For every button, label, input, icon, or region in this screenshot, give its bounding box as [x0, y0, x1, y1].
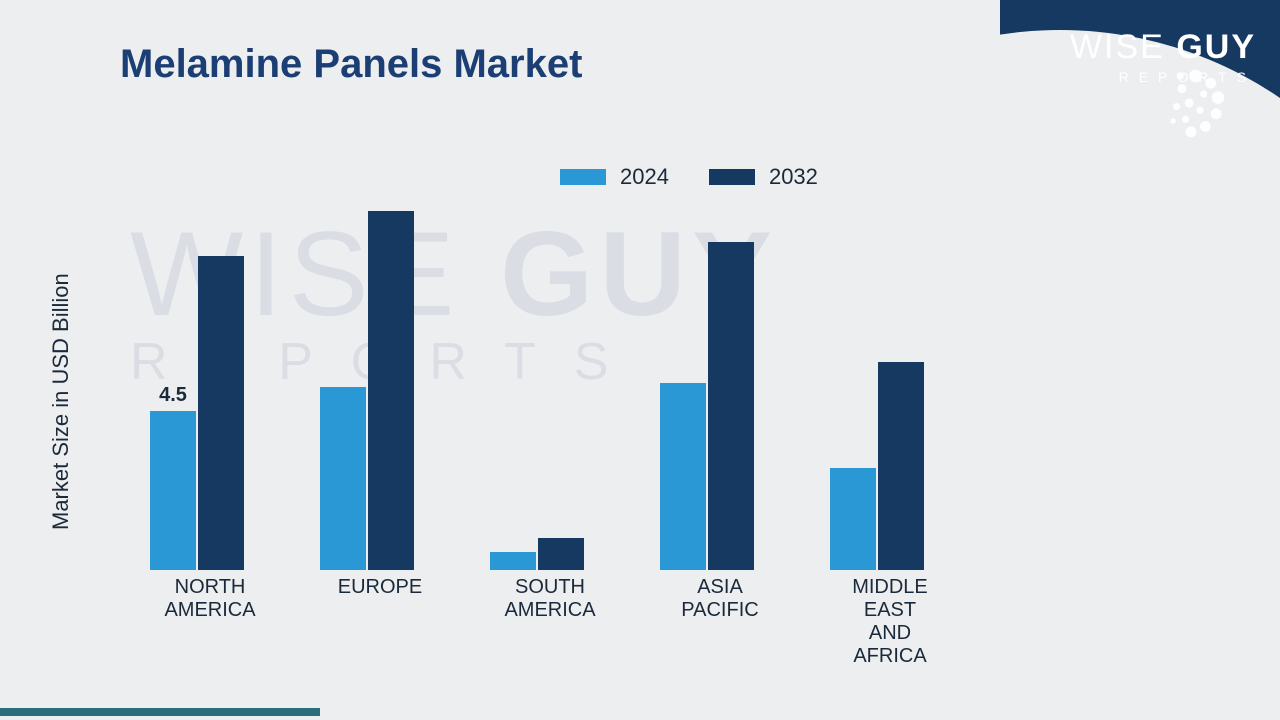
category-label: SOUTHAMERICA: [470, 570, 630, 622]
category-label: MIDDLEEASTANDAFRICA: [810, 570, 970, 668]
y-axis-label: Market Size in USD Billion: [48, 273, 74, 530]
bar-2032: [538, 538, 584, 570]
legend-label-2024: 2024: [620, 164, 669, 190]
footer-bar: [0, 708, 320, 716]
category-label: NORTHAMERICA: [130, 570, 290, 622]
chart-title: Melamine Panels Market: [120, 42, 582, 87]
bar-2024: [830, 468, 876, 570]
head-dots-icon: [1146, 58, 1236, 148]
legend-item-2024: 2024: [560, 164, 669, 190]
bar-2032: [198, 256, 244, 570]
legend-swatch-2032: [709, 169, 755, 185]
bar-2024: [660, 383, 706, 570]
bar-2032: [878, 362, 924, 570]
bar-2024: [490, 552, 536, 570]
legend: 2024 2032: [560, 164, 818, 190]
category-label: EUROPE: [300, 570, 460, 599]
page-root: WISE GUY REPORTS Melamine Panels Market …: [0, 0, 1280, 720]
bar-2024: [320, 387, 366, 570]
bar-2032: [368, 211, 414, 570]
category-label: ASIAPACIFIC: [640, 570, 800, 622]
bar-2024: [150, 411, 196, 570]
legend-label-2032: 2032: [769, 164, 818, 190]
brand-logo: WISE GUY REPORTS: [1070, 30, 1256, 84]
legend-item-2032: 2032: [709, 164, 818, 190]
bar-value-label: 4.5: [146, 384, 200, 407]
legend-swatch-2024: [560, 169, 606, 185]
bar-2032: [708, 242, 754, 570]
